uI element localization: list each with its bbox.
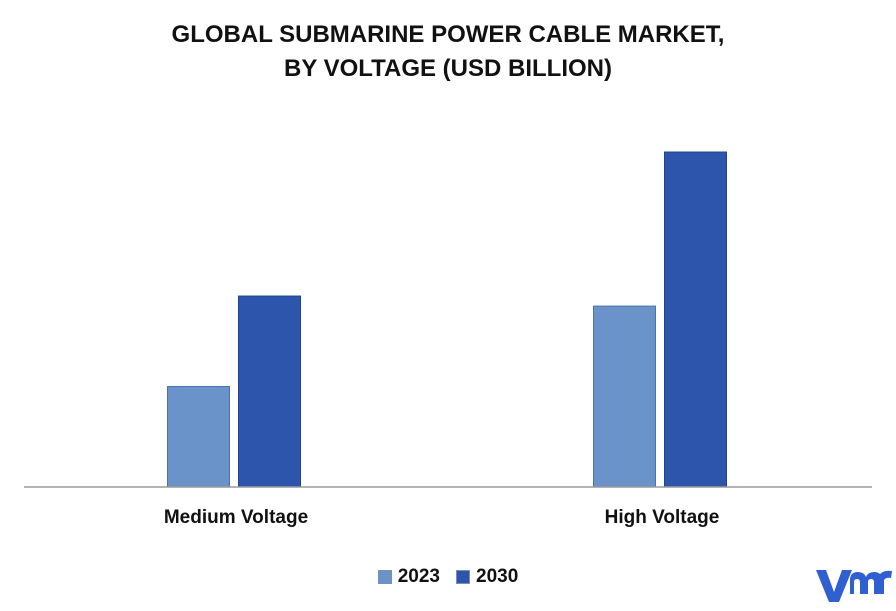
legend-swatch-2030 (456, 570, 470, 584)
bar-medium-voltage-2023 (167, 386, 230, 488)
legend-swatch-2023 (377, 570, 392, 584)
category-labels: Medium Voltage High Voltage (164, 507, 720, 528)
bar-medium-voltage-2030 (238, 295, 301, 488)
legend-label-2030: 2030 (476, 566, 519, 587)
bars-group (167, 151, 727, 488)
vmr-logo-icon (816, 570, 892, 602)
bar-high-voltage-2023 (593, 305, 656, 488)
legend: 2023 2030 (0, 566, 896, 588)
legend-label-2023: 2023 (397, 566, 440, 587)
category-label-high-voltage: High Voltage (605, 507, 720, 528)
category-label-medium-voltage: Medium Voltage (164, 507, 308, 528)
legend-item-2030: 2030 (456, 566, 518, 588)
bar-high-voltage-2030 (664, 151, 727, 488)
legend-item-2023: 2023 (377, 566, 440, 588)
chart-title-line-1: GLOBAL SUBMARINE POWER CABLE MARKET, (171, 21, 725, 48)
chart-title: GLOBAL SUBMARINE POWER CABLE MARKET, BY … (0, 18, 896, 86)
chart-title-line-2: BY VOLTAGE (USD BILLION) (284, 55, 612, 82)
